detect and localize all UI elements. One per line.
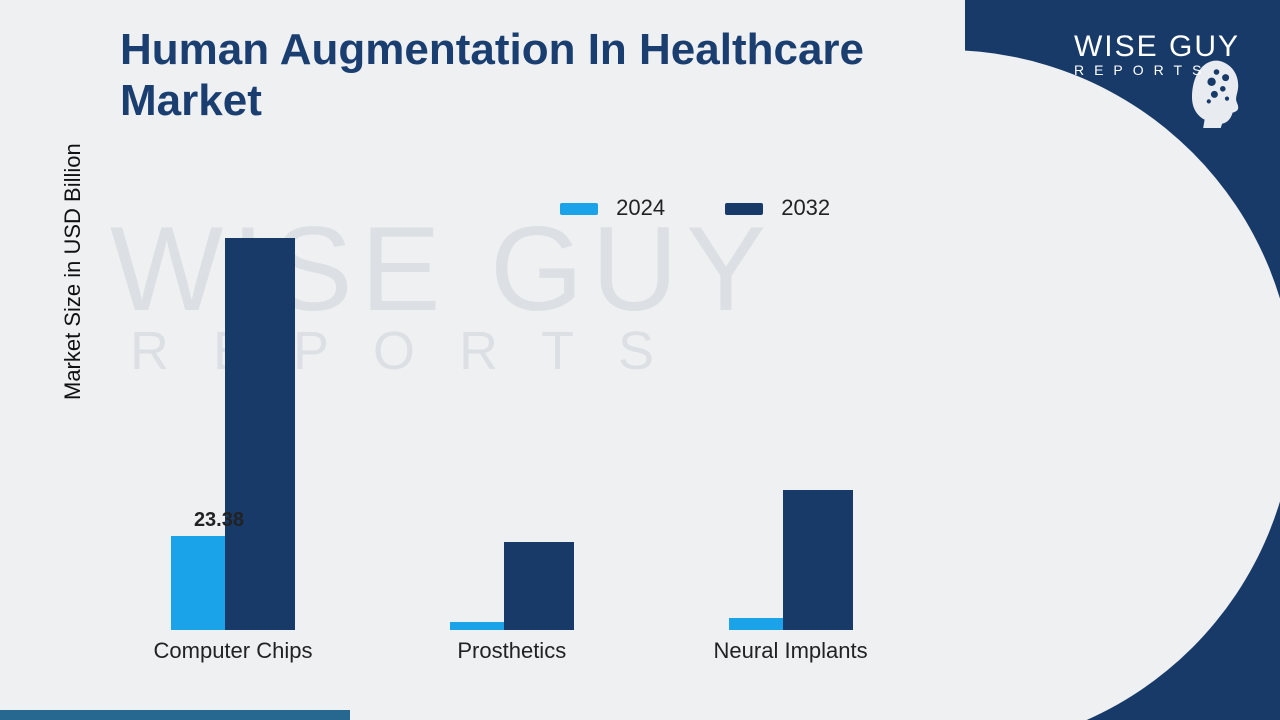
legend: 2024 2032 (560, 195, 830, 221)
bar-2032 (783, 490, 853, 630)
brand-logo: WISE GUY REPORTS (1074, 30, 1240, 78)
brand-head-icon (1178, 58, 1248, 128)
bar-2032 (504, 542, 574, 630)
legend-item-2024: 2024 (560, 195, 665, 221)
bar-2024 (450, 622, 504, 630)
bar-value-label: 23.38 (194, 509, 244, 532)
category-label: Computer Chips (148, 638, 318, 663)
category-label: Prosthetics (427, 638, 597, 663)
legend-label-2024: 2024 (616, 195, 665, 220)
bar-chart: 23.38Computer ChipsProstheticsNeural Imp… (110, 230, 930, 630)
chart-title: Human Augmentation In Healthcare Market (120, 25, 880, 126)
legend-swatch-2032 (725, 203, 763, 215)
category-label: Neural Implants (706, 638, 876, 663)
bar-2024 (729, 618, 783, 630)
bottom-strip (0, 710, 350, 720)
legend-label-2032: 2032 (781, 195, 830, 220)
bar-2024 (171, 536, 225, 630)
legend-item-2032: 2032 (725, 195, 830, 221)
legend-swatch-2024 (560, 203, 598, 215)
y-axis-label: Market Size in USD Billion (60, 143, 86, 400)
bar-2032 (225, 238, 295, 630)
